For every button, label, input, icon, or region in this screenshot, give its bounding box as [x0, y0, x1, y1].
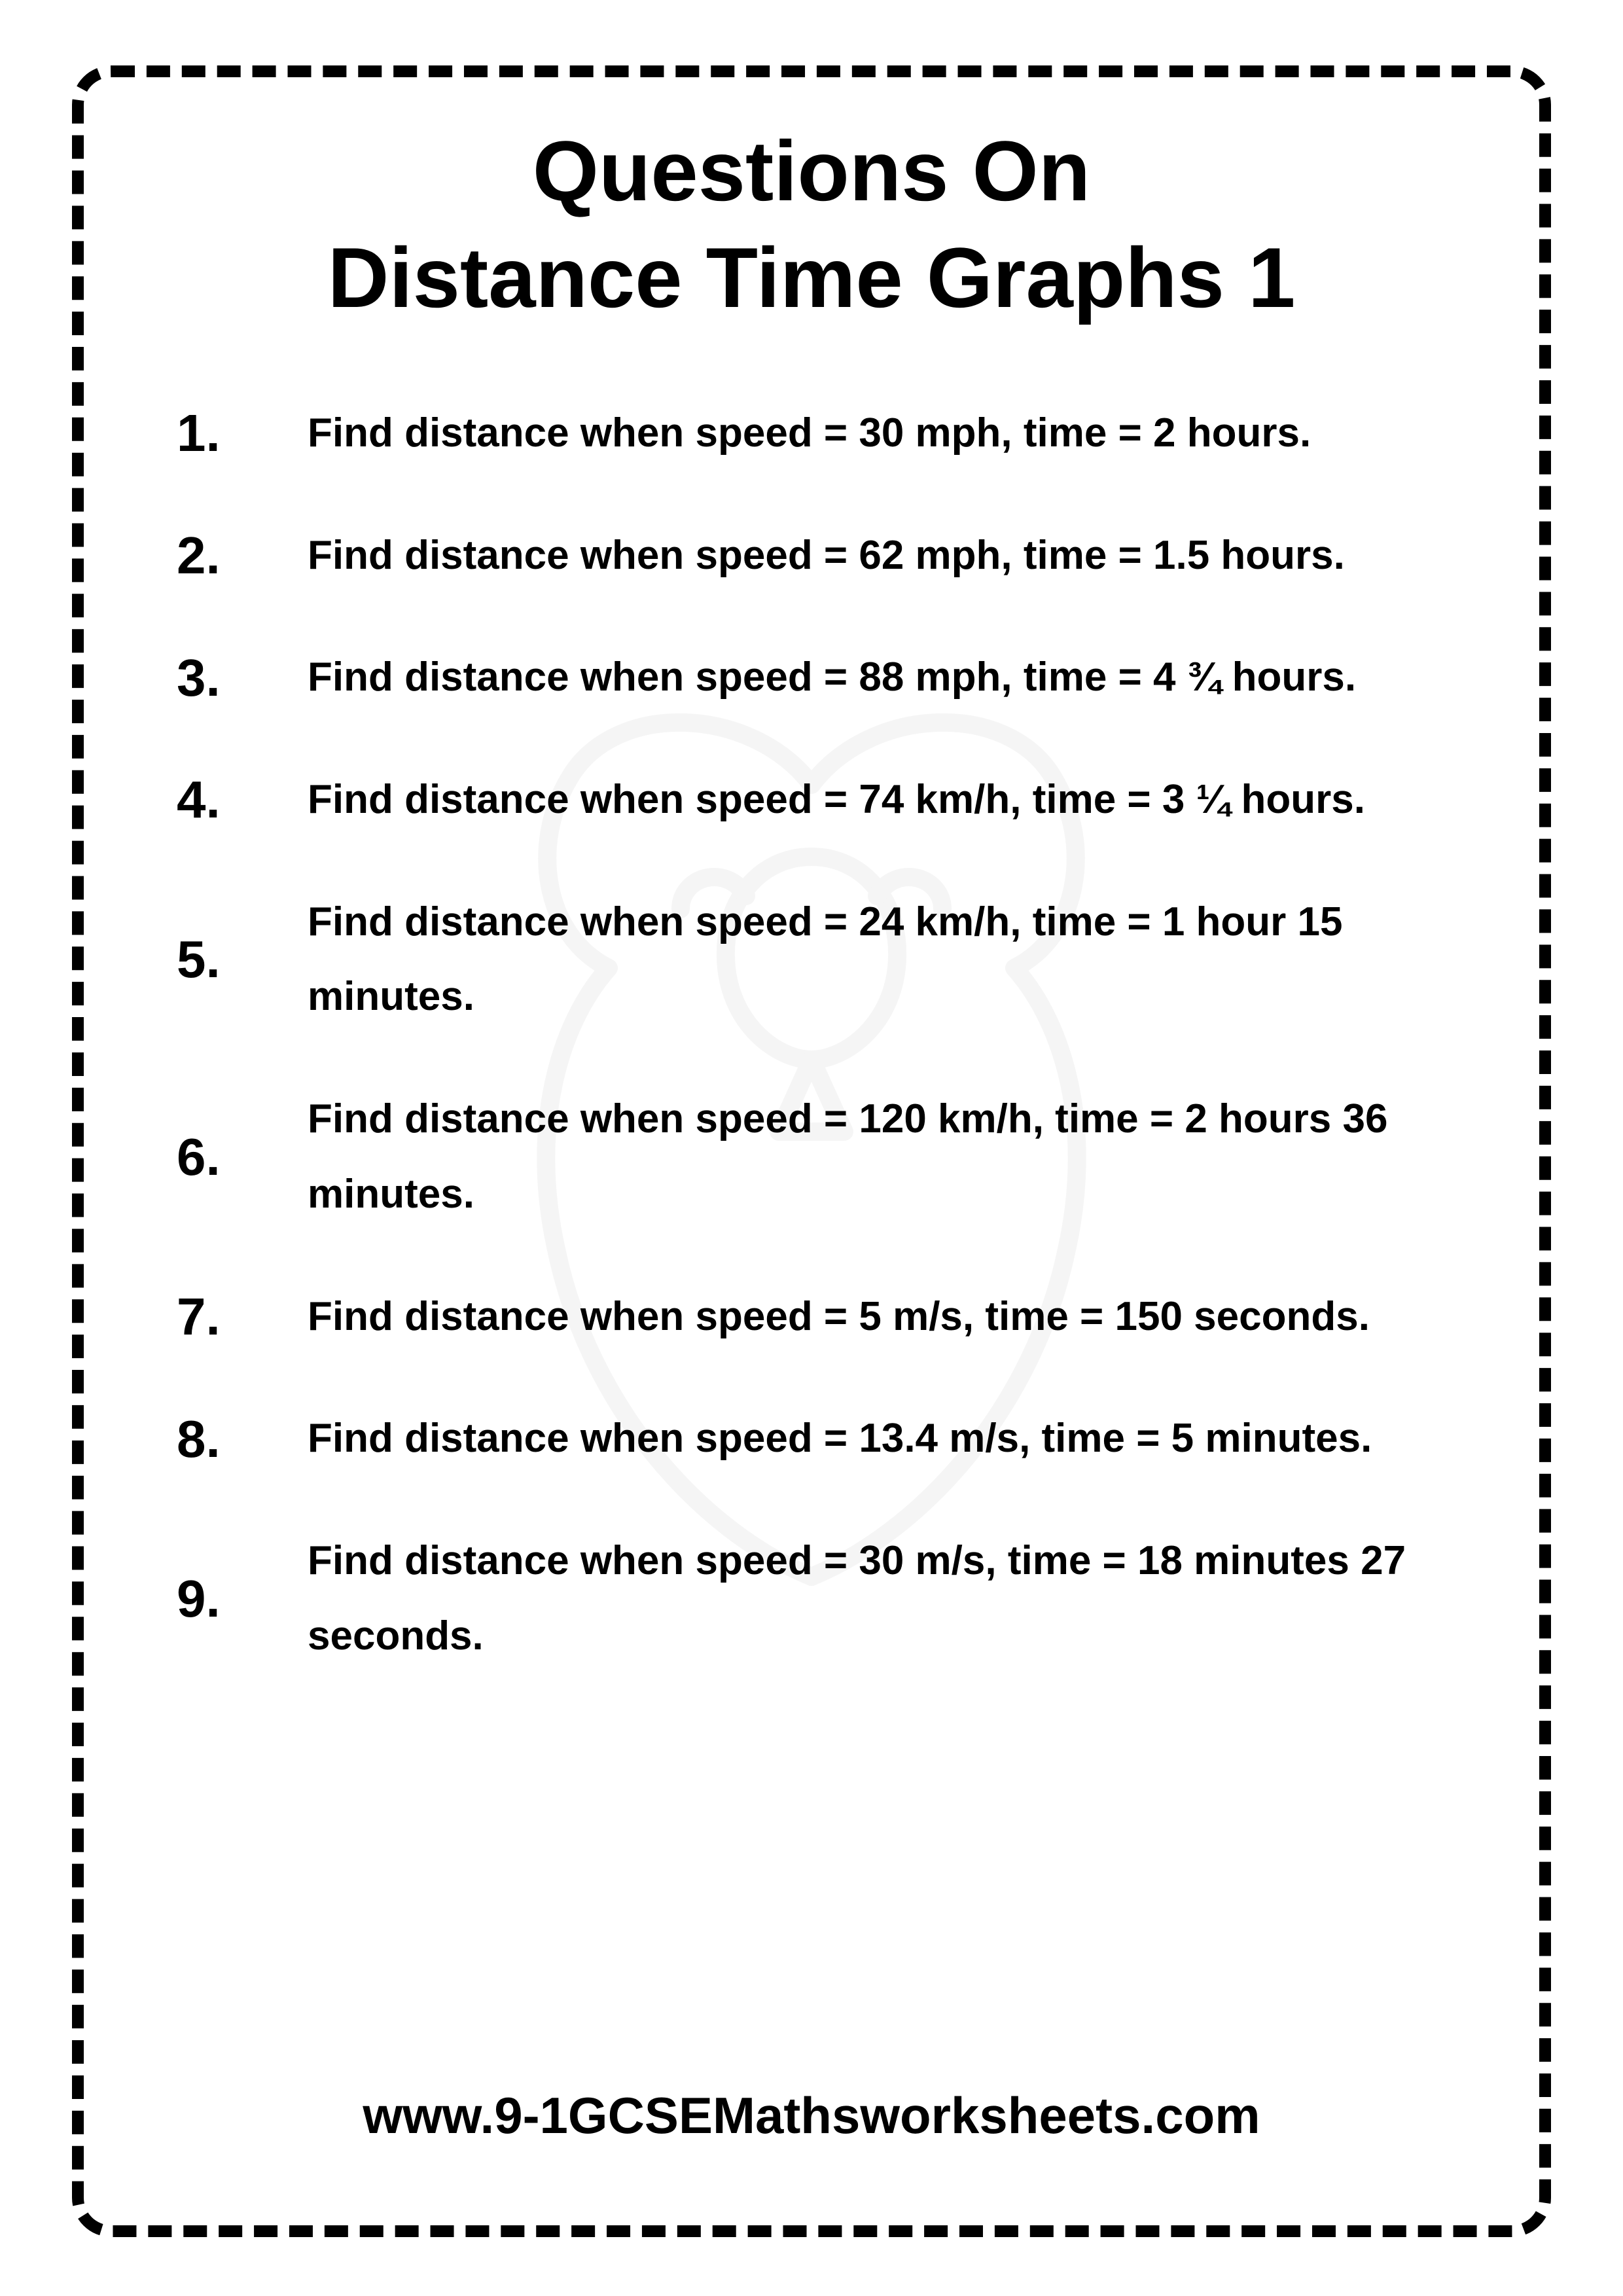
- question-text: Find distance when speed = 74 km/h, time…: [308, 762, 1486, 838]
- question-number: 5.: [177, 929, 308, 990]
- question-item: 7. Find distance when speed = 5 m/s, tim…: [177, 1280, 1486, 1355]
- question-text: Find distance when speed = 30 m/s, time …: [308, 1524, 1486, 1674]
- content-area: Questions On Distance Time Graphs 1 1. F…: [72, 65, 1551, 2237]
- question-number: 2.: [177, 526, 308, 586]
- question-number: 6.: [177, 1127, 308, 1187]
- question-item: 2. Find distance when speed = 62 mph, ti…: [177, 518, 1486, 594]
- question-item: 3. Find distance when speed = 88 mph, ti…: [177, 640, 1486, 715]
- question-text: Find distance when speed = 120 km/h, tim…: [308, 1082, 1486, 1232]
- title-line-1: Questions On: [137, 118, 1486, 224]
- question-text: Find distance when speed = 62 mph, time …: [308, 518, 1486, 594]
- question-text: Find distance when speed = 13.4 m/s, tim…: [308, 1401, 1486, 1477]
- question-list: 1. Find distance when speed = 30 mph, ti…: [137, 396, 1486, 1674]
- question-number: 9.: [177, 1569, 308, 1629]
- worksheet-title: Questions On Distance Time Graphs 1: [137, 118, 1486, 331]
- question-item: 8. Find distance when speed = 13.4 m/s, …: [177, 1401, 1486, 1477]
- question-number: 3.: [177, 648, 308, 708]
- question-item: 6. Find distance when speed = 120 km/h, …: [177, 1082, 1486, 1232]
- question-item: 9. Find distance when speed = 30 m/s, ti…: [177, 1524, 1486, 1674]
- footer-url: www.9-1GCSEMathsworksheets.com: [72, 2086, 1551, 2145]
- question-text: Find distance when speed = 24 km/h, time…: [308, 885, 1486, 1035]
- question-number: 7.: [177, 1287, 308, 1347]
- question-item: 5. Find distance when speed = 24 km/h, t…: [177, 885, 1486, 1035]
- title-line-2: Distance Time Graphs 1: [137, 224, 1486, 331]
- worksheet-page: Questions On Distance Time Graphs 1 1. F…: [0, 0, 1623, 2296]
- question-text: Find distance when speed = 30 mph, time …: [308, 396, 1486, 471]
- question-number: 1.: [177, 403, 308, 463]
- question-item: 1. Find distance when speed = 30 mph, ti…: [177, 396, 1486, 471]
- question-text: Find distance when speed = 88 mph, time …: [308, 640, 1486, 715]
- question-number: 4.: [177, 770, 308, 830]
- question-number: 8.: [177, 1409, 308, 1469]
- question-item: 4. Find distance when speed = 74 km/h, t…: [177, 762, 1486, 838]
- question-text: Find distance when speed = 5 m/s, time =…: [308, 1280, 1486, 1355]
